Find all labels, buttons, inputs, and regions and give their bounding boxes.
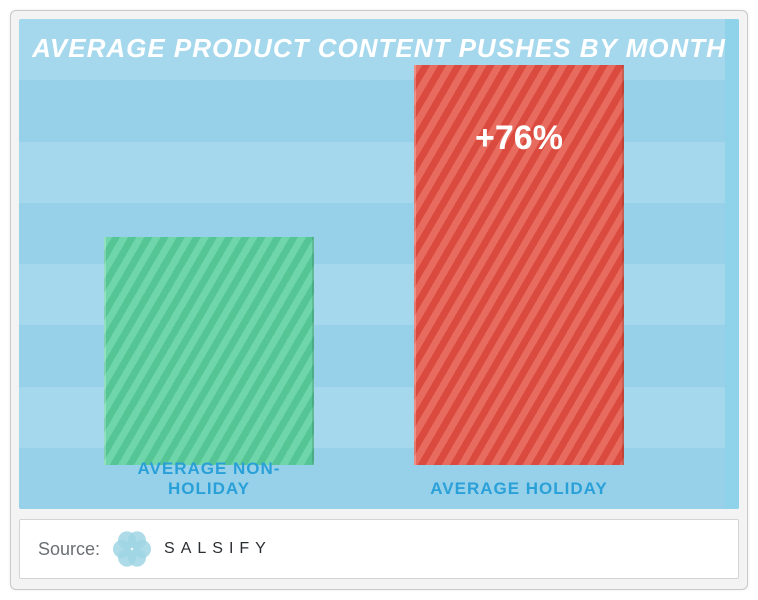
source-bar: Source: SALSIFY [19, 519, 739, 579]
bar-0 [104, 237, 314, 465]
chart-title: AVERAGE PRODUCT CONTENT PUSHES BY MONTH [19, 33, 739, 64]
source-label: Source: [38, 539, 100, 560]
salsify-logo-text: SALSIFY [164, 540, 272, 558]
plot-area: AVERAGE PRODUCT CONTENT PUSHES BY MONTH … [19, 19, 739, 509]
bar-value-label: +76% [414, 119, 624, 158]
salsify-logo-icon [114, 531, 150, 567]
bar-1: +76% [414, 65, 624, 465]
chart-frame: AVERAGE PRODUCT CONTENT PUSHES BY MONTH … [10, 10, 748, 590]
bar-category-label: AVERAGE HOLIDAY [414, 479, 624, 499]
chart-area: AVERAGE PRODUCT CONTENT PUSHES BY MONTH … [19, 19, 739, 509]
bar-category-label: AVERAGE NON-HOLIDAY [104, 459, 314, 499]
